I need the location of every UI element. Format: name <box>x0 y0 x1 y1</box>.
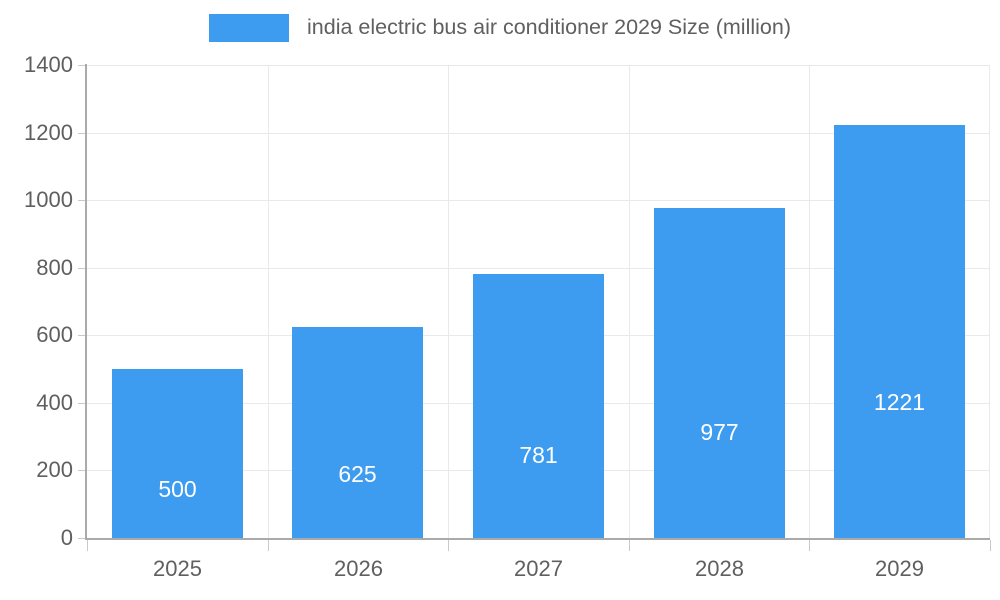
bar-value-label: 1221 <box>873 389 926 415</box>
x-axis-tick-label: 2028 <box>695 556 744 581</box>
gridline-horizontal <box>87 200 990 201</box>
x-axis-tick-mark <box>268 540 269 551</box>
x-axis-tick-label: 2029 <box>875 556 924 581</box>
y-axis-tick-label: 0 <box>60 525 73 550</box>
x-axis-tick-mark <box>990 540 991 551</box>
bar[interactable]: 1221 <box>834 125 965 538</box>
y-axis-tick-mark <box>78 335 87 336</box>
y-axis-tick-label: 600 <box>36 322 73 347</box>
x-axis-tick-label: 2025 <box>153 556 202 581</box>
bar-value-label: 977 <box>700 419 739 445</box>
gridline-vertical <box>448 65 449 538</box>
legend-item[interactable]: india electric bus air conditioner 2029 … <box>209 14 791 42</box>
legend-item-label: india electric bus air conditioner 2029 … <box>307 15 791 40</box>
y-axis-tick-label: 1000 <box>24 187 73 212</box>
y-axis-tick-label: 800 <box>36 255 73 280</box>
y-axis-tick-label: 200 <box>36 457 73 482</box>
x-axis-line <box>85 538 990 540</box>
bar[interactable]: 500 <box>112 369 243 538</box>
y-axis-tick-label: 1200 <box>24 120 73 145</box>
plot-right-border <box>989 65 990 538</box>
y-axis-tick-mark <box>78 268 87 269</box>
y-axis-line <box>85 64 87 540</box>
bar-value-label: 625 <box>338 461 377 487</box>
y-axis-tick-mark <box>78 470 87 471</box>
gridline-horizontal <box>87 65 990 66</box>
y-axis-tick-mark <box>78 538 87 539</box>
gridline-vertical <box>809 65 810 538</box>
y-axis-tick-label: 1400 <box>24 52 73 77</box>
chart-legend: india electric bus air conditioner 2029 … <box>0 14 1000 42</box>
gridline-horizontal <box>87 268 990 269</box>
gridline-horizontal <box>87 133 990 134</box>
plot-area: 500 625 781 977 1221 <box>87 65 990 539</box>
bar[interactable]: 625 <box>292 327 423 538</box>
legend-color-swatch-icon <box>209 14 289 42</box>
bar[interactable]: 977 <box>654 208 785 538</box>
y-axis-tick-mark <box>78 133 87 134</box>
bar-value-label: 500 <box>158 476 197 502</box>
bar-value-label: 781 <box>519 442 558 468</box>
x-axis-tick-label: 2026 <box>334 556 383 581</box>
y-axis-tick-label: 400 <box>36 390 73 415</box>
bar[interactable]: 781 <box>473 274 604 538</box>
y-axis-tick-mark <box>78 200 87 201</box>
x-axis-tick-mark <box>448 540 449 551</box>
y-axis-tick-mark <box>78 65 87 66</box>
x-axis-tick-mark <box>87 540 88 551</box>
gridline-vertical <box>268 65 269 538</box>
x-axis-tick-label: 2027 <box>514 556 563 581</box>
x-axis-tick-mark <box>629 540 630 551</box>
y-axis-tick-mark <box>78 403 87 404</box>
gridline-vertical <box>629 65 630 538</box>
x-axis-tick-mark <box>809 540 810 551</box>
